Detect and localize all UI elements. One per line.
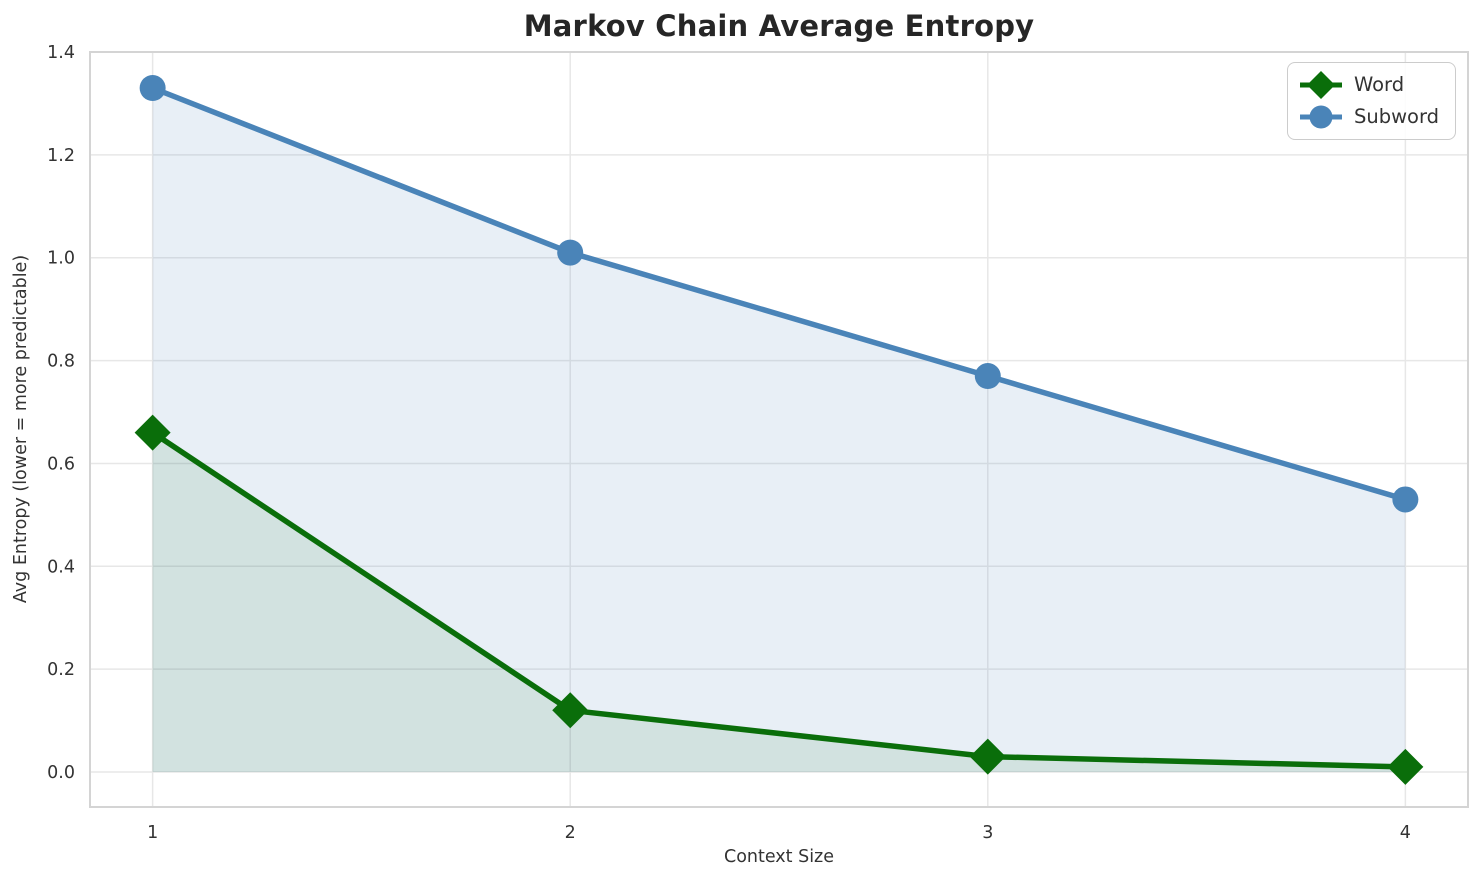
plot-border bbox=[89, 51, 1469, 808]
subword-marker bbox=[139, 75, 166, 102]
y-axis-label: Avg Entropy (lower = more predictable) bbox=[11, 254, 31, 604]
y-tick-label: 0.2 bbox=[47, 660, 75, 680]
subword-area-fill bbox=[152, 88, 1406, 773]
word-marker bbox=[969, 738, 1006, 775]
legend-sample-diamond bbox=[1306, 71, 1335, 99]
word-marker bbox=[134, 414, 171, 451]
x-axis-label: Context Size bbox=[723, 847, 835, 867]
y-tick-label: 1.2 bbox=[47, 146, 75, 166]
subword-marker bbox=[1392, 486, 1419, 513]
y-tick-label: 0.8 bbox=[47, 352, 75, 372]
y-tick-label: 1.0 bbox=[47, 249, 75, 269]
chart-title: Markov Chain Average Entropy bbox=[523, 9, 1035, 43]
y-tick-label: 0.4 bbox=[47, 557, 75, 577]
plot-background bbox=[90, 52, 1468, 807]
legend-sample-circle bbox=[1309, 105, 1333, 129]
word-diamond-legend-icon bbox=[1299, 71, 1342, 99]
x-tick-label: 4 bbox=[1400, 823, 1411, 843]
subword-marker bbox=[974, 363, 1001, 390]
legend: Word Subword bbox=[1286, 62, 1456, 140]
y-tick-label: 0.0 bbox=[47, 763, 75, 783]
legend-label-subword: Subword bbox=[1353, 105, 1439, 128]
word-line bbox=[151, 430, 1406, 770]
legend-item-word: Word bbox=[1298, 70, 1439, 100]
legend-label-word: Word bbox=[1353, 73, 1405, 96]
x-tick-label: 2 bbox=[565, 823, 576, 843]
subword-circle-legend-icon bbox=[1299, 105, 1342, 129]
legend-item-subword: Subword bbox=[1298, 102, 1439, 132]
word-marker bbox=[1387, 748, 1424, 785]
y-tick-label: 1.4 bbox=[47, 43, 75, 63]
word-marker bbox=[552, 692, 589, 729]
x-tick-label: 1 bbox=[147, 823, 158, 843]
subword-marker bbox=[557, 239, 584, 266]
subword-line bbox=[151, 85, 1407, 503]
word-area-fill bbox=[152, 432, 1406, 773]
x-tick-label: 3 bbox=[982, 823, 993, 843]
y-tick-label: 0.6 bbox=[47, 454, 75, 474]
